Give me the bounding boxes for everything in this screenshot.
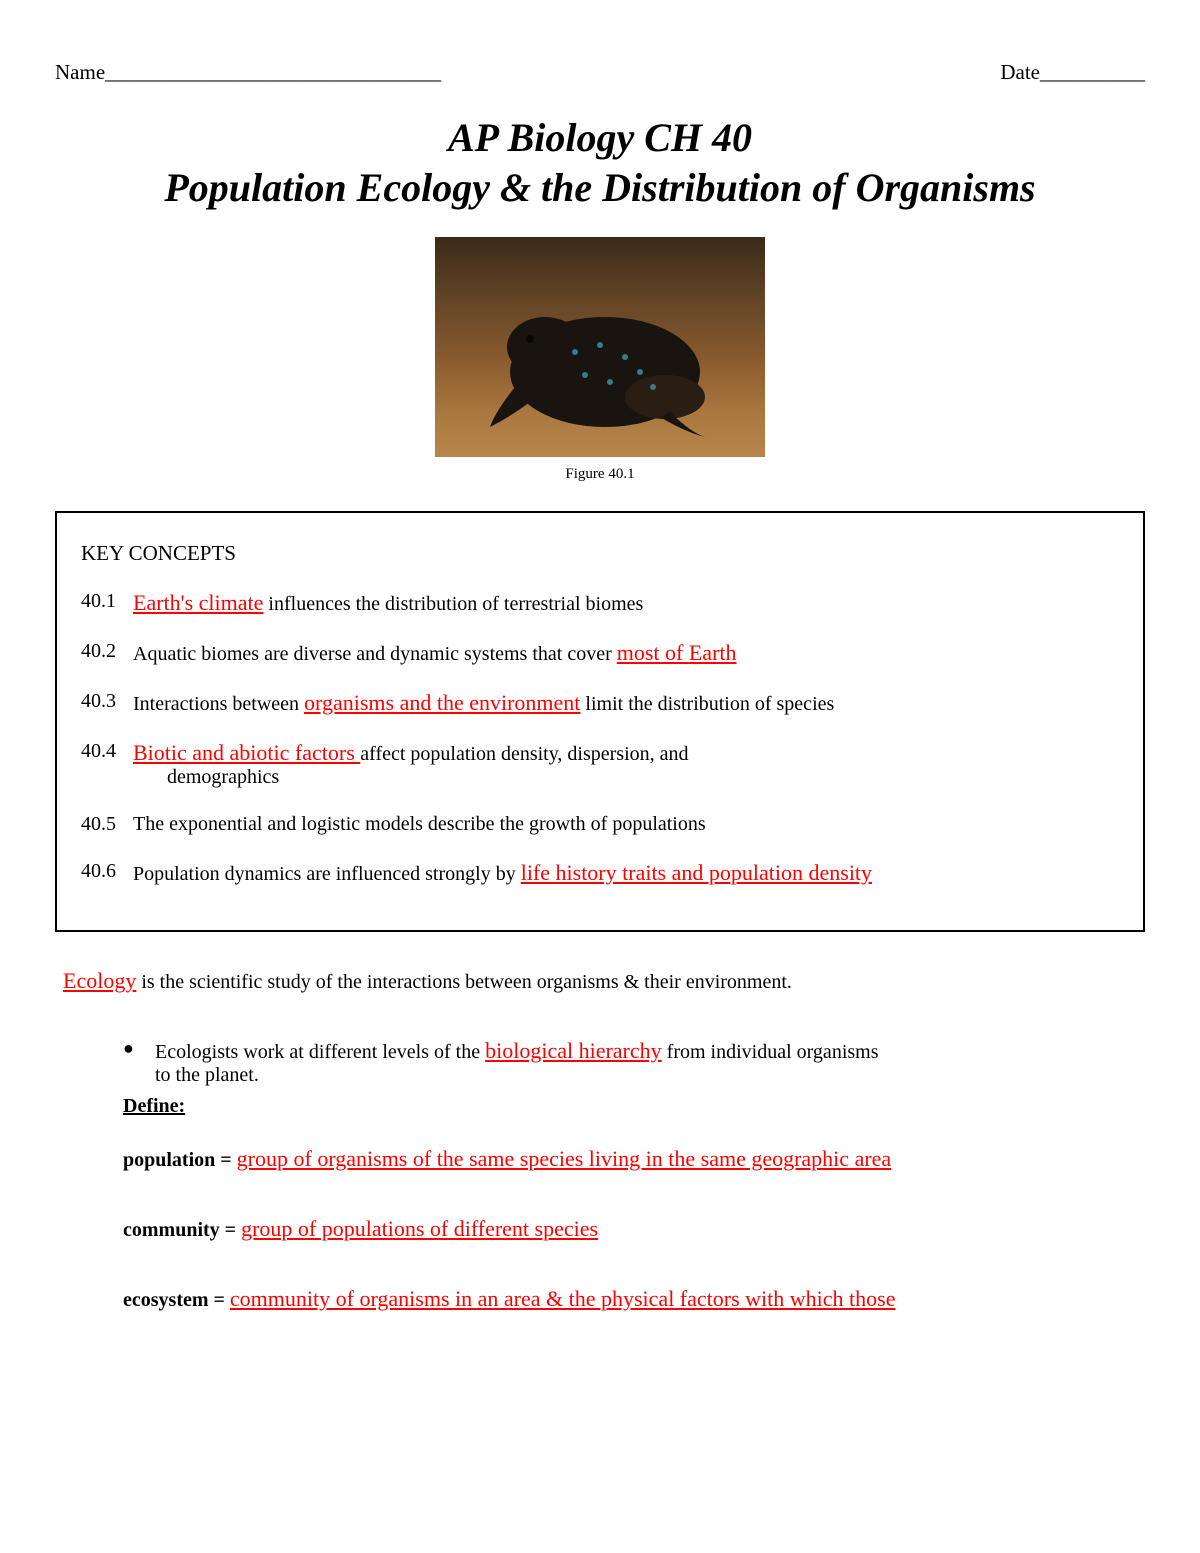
concept-pre: Aquatic biomes are diverse and dynamic s… bbox=[133, 643, 617, 665]
date-label: Date bbox=[1000, 60, 1040, 84]
concept-number: 40.6 bbox=[81, 860, 133, 886]
def-answer: group of organisms of the same species l… bbox=[237, 1146, 892, 1171]
figure-image bbox=[435, 237, 765, 457]
bullet-icon: ● bbox=[123, 1038, 155, 1087]
concept-number: 40.5 bbox=[81, 813, 133, 836]
highlight-text: life history traits and population densi… bbox=[521, 860, 872, 885]
definition-population: population = group of organisms of the s… bbox=[123, 1146, 1145, 1172]
concept-40-4: 40.4 Biotic and abiotic factors affect p… bbox=[81, 740, 1119, 789]
def-term: community = bbox=[123, 1219, 241, 1241]
bullet-pre: Ecologists work at different levels of t… bbox=[155, 1041, 485, 1063]
definition-ecosystem: ecosystem = community of organisms in an… bbox=[123, 1286, 1145, 1312]
concept-text: Earth's climate influences the distribut… bbox=[133, 590, 1119, 616]
title-line-2: Population Ecology & the Distribution of… bbox=[55, 163, 1145, 213]
ecologists-bullet: ● Ecologists work at different levels of… bbox=[123, 1038, 1145, 1087]
highlight-text: Ecology bbox=[63, 968, 136, 993]
concept-number: 40.2 bbox=[81, 640, 133, 666]
def-answer: community of organisms in an area & the … bbox=[230, 1286, 896, 1311]
concept-number: 40.4 bbox=[81, 740, 133, 789]
concept-text: Aquatic biomes are diverse and dynamic s… bbox=[133, 640, 1119, 666]
highlight-text: Earth's climate bbox=[133, 590, 263, 615]
highlight-text: biological hierarchy bbox=[485, 1038, 662, 1063]
concept-number: 40.1 bbox=[81, 590, 133, 616]
concept-pre: Population dynamics are influenced stron… bbox=[133, 863, 521, 885]
figure-caption: Figure 40.1 bbox=[55, 466, 1145, 483]
highlight-text: organisms and the environment bbox=[304, 690, 580, 715]
concept-rest: influences the distribution of terrestri… bbox=[263, 593, 643, 615]
ecology-rest: is the scientific study of the interacti… bbox=[136, 971, 792, 993]
concept-pre: Interactions between bbox=[133, 693, 304, 715]
date-line[interactable]: __________ bbox=[1040, 60, 1145, 84]
bullet-post: from individual organisms bbox=[662, 1041, 879, 1063]
def-term: ecosystem = bbox=[123, 1289, 230, 1311]
page-title: AP Biology CH 40 Population Ecology & th… bbox=[55, 113, 1145, 213]
name-label: Name bbox=[55, 60, 105, 84]
definition-community: community = group of populations of diff… bbox=[123, 1216, 1145, 1242]
date-field: Date__________ bbox=[1000, 60, 1145, 85]
worksheet-header: Name________________________________ Dat… bbox=[55, 60, 1145, 85]
define-heading: Define: bbox=[123, 1095, 1145, 1118]
def-term: population = bbox=[123, 1149, 237, 1171]
concept-text: The exponential and logistic models desc… bbox=[133, 813, 1119, 836]
concept-rest: affect population density, dispersion, a… bbox=[360, 743, 688, 765]
concept-text: Interactions between organisms and the e… bbox=[133, 690, 1119, 716]
concept-40-5: 40.5 The exponential and logistic models… bbox=[81, 813, 1119, 836]
def-answer: group of populations of different specie… bbox=[241, 1216, 598, 1241]
concept-number: 40.3 bbox=[81, 690, 133, 716]
key-concepts-heading: KEY CONCEPTS bbox=[81, 541, 1119, 566]
name-field: Name________________________________ bbox=[55, 60, 441, 85]
key-concepts-box: KEY CONCEPTS 40.1 Earth's climate influe… bbox=[55, 511, 1145, 932]
bullet-wrap: to the planet. bbox=[155, 1064, 879, 1087]
concept-rest: limit the distribution of species bbox=[580, 693, 834, 715]
concept-wrap-line: demographics bbox=[133, 766, 1119, 789]
highlight-text: Biotic and abiotic factors bbox=[133, 740, 360, 765]
bullet-text: Ecologists work at different levels of t… bbox=[155, 1038, 879, 1087]
figure-block: Figure 40.1 bbox=[55, 237, 1145, 483]
concept-40-3: 40.3 Interactions between organisms and … bbox=[81, 690, 1119, 716]
concept-40-6: 40.6 Population dynamics are influenced … bbox=[81, 860, 1119, 886]
concept-text: Biotic and abiotic factors affect popula… bbox=[133, 740, 1119, 789]
name-line[interactable]: ________________________________ bbox=[105, 60, 441, 84]
frog-illustration bbox=[435, 237, 765, 457]
ecology-definition: Ecology is the scientific study of the i… bbox=[63, 968, 1145, 994]
concept-40-2: 40.2 Aquatic biomes are diverse and dyna… bbox=[81, 640, 1119, 666]
concept-40-1: 40.1 Earth's climate influences the dist… bbox=[81, 590, 1119, 616]
title-line-1: AP Biology CH 40 bbox=[55, 113, 1145, 163]
concept-text: Population dynamics are influenced stron… bbox=[133, 860, 1119, 886]
highlight-text: most of Earth bbox=[617, 640, 737, 665]
